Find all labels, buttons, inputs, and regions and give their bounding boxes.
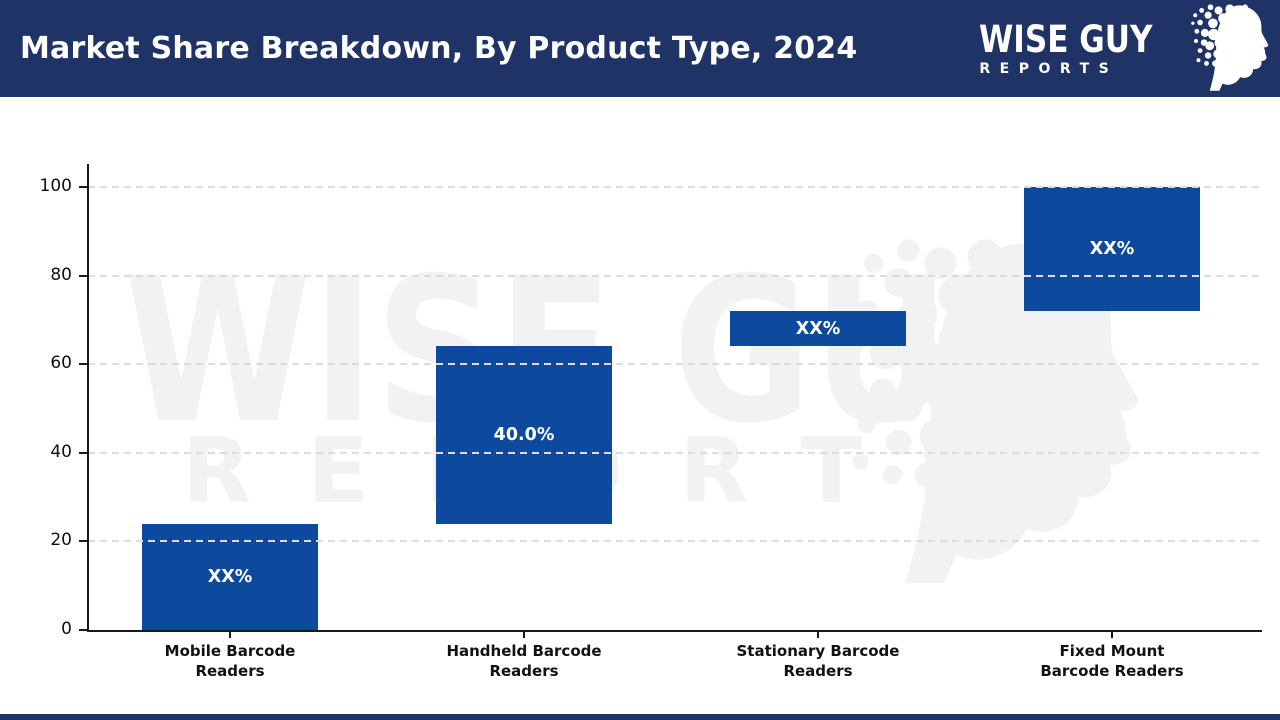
header: Market Share Breakdown, By Product Type,… [0,0,1280,97]
y-tick-label: 20 [50,530,72,551]
x-category-label-line: Stationary Barcode [736,642,900,660]
y-tick-label: 100 [39,176,72,196]
bar: 40.0% [436,346,612,524]
bar: XX% [730,311,906,347]
x-category-label: Mobile Barcode Readers [110,641,350,682]
footer-bar [0,714,1280,720]
y-tick-label: 40 [50,441,72,462]
y-tick-mark [79,629,88,631]
y-tick-label: 60 [50,353,72,374]
bar-value-label: 40.0% [493,425,555,446]
x-category-label-line: Readers [195,662,265,681]
logo-text: WISE GUY REPORTS [979,21,1186,77]
y-axis-line [87,164,89,632]
gridline [88,540,1262,543]
x-category-label-line: Mobile Barcode [164,642,296,660]
x-tick-mark [523,630,525,638]
x-category-label-line: Handheld Barcode [446,642,602,660]
wiseguy-logo: WISE GUY REPORTS [979,3,1270,94]
x-tick-mark [229,630,231,638]
logo-wordmark: WISE GUY [979,17,1153,61]
x-category-label-line: Readers [489,662,559,681]
chart-area: WISE GUY REPORTS XX%40.0%XX%XX%020406080… [0,97,1280,714]
y-tick-label: 80 [50,264,72,285]
gridline [88,186,1262,188]
y-tick-mark [79,186,88,188]
gridline [88,274,1262,277]
bar: XX% [1024,187,1200,312]
gridline [88,363,1262,366]
x-tick-mark [817,630,819,638]
x-category-label: Stationary Barcode Readers [698,641,938,682]
x-category-label-line: Barcode Readers [1040,662,1184,681]
y-tick-label: 0 [61,619,72,639]
x-axis-line [87,630,1262,632]
bar-value-label: XX% [1089,239,1135,260]
logo-subtext: REPORTS [979,60,1119,77]
y-tick-mark [79,451,88,454]
y-tick-mark [79,540,88,543]
bar-value-label: XX% [207,566,253,587]
x-category-label-line: Readers [783,662,853,681]
chart-title: Market Share Breakdown, By Product Type,… [20,31,858,66]
x-category-label: Fixed Mount Barcode Readers [992,641,1232,682]
x-category-label-line: Fixed Mount [1059,642,1165,660]
bar-value-label: XX% [795,318,841,339]
gridline [88,451,1262,454]
x-category-label: Handheld Barcode Readers [404,641,644,682]
x-tick-mark [1111,630,1113,638]
y-tick-mark [79,274,88,277]
y-tick-mark [79,363,88,366]
